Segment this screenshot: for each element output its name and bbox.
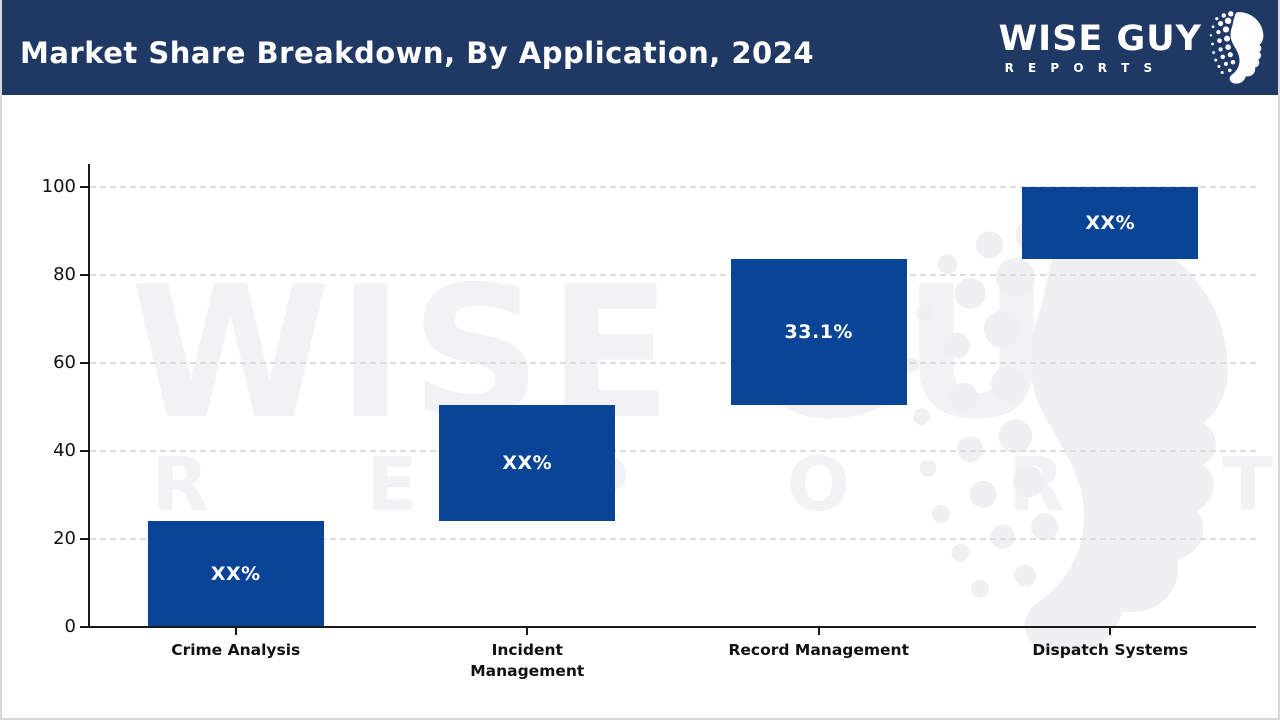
- y-tick-label: 0: [64, 616, 76, 637]
- y-tick-label: 100: [41, 176, 76, 197]
- bar-value-label: 33.1%: [784, 320, 853, 343]
- y-gridline: [90, 450, 1256, 452]
- y-gridline: [90, 186, 1256, 188]
- bar: 33.1%: [730, 259, 907, 405]
- bar: XX%: [439, 404, 616, 521]
- y-tick: [80, 450, 88, 452]
- y-tick: [80, 626, 88, 628]
- logo-subtext: R E P O R T S: [1004, 60, 1158, 75]
- x-tick: [234, 628, 237, 635]
- y-tick: [80, 274, 88, 276]
- header: Market Share Breakdown, By Application, …: [2, 0, 1278, 95]
- x-axis-line: [88, 626, 1256, 628]
- y-tick-label: 80: [53, 264, 76, 285]
- bar-value-label: XX%: [210, 562, 261, 585]
- y-axis-line: [88, 164, 90, 628]
- y-tick: [80, 186, 88, 188]
- bar: XX%: [147, 520, 324, 627]
- x-axis-label: Dispatch Systems: [1032, 641, 1189, 659]
- x-axis-label: Incident Management: [470, 641, 585, 680]
- x-tick: [526, 628, 529, 635]
- y-tick-label: 60: [53, 352, 76, 373]
- y-tick: [80, 538, 88, 540]
- brand-logo-text: WISE GUY R E P O R T S: [998, 18, 1202, 75]
- brand-logo: WISE GUY R E P O R T S: [999, 6, 1268, 90]
- logo-wordmark: WISE GUY: [998, 18, 1202, 59]
- bar: XX%: [1022, 187, 1199, 260]
- x-axis-label: Record Management: [728, 641, 909, 659]
- y-tick: [80, 362, 88, 364]
- page-title: Market Share Breakdown, By Application, …: [20, 36, 815, 70]
- y-tick-label: 40: [53, 440, 76, 461]
- y-gridline: [90, 274, 1256, 276]
- x-axis-label: Crime Analysis: [171, 641, 301, 659]
- x-tick: [817, 628, 820, 635]
- bar-value-label: XX%: [502, 451, 553, 474]
- x-tick: [1109, 628, 1112, 635]
- logo-face-icon: [1209, 11, 1264, 84]
- y-tick-label: 20: [53, 528, 76, 549]
- y-gridline: [90, 538, 1256, 540]
- y-gridline: [90, 362, 1256, 364]
- bar-value-label: XX%: [1085, 212, 1136, 235]
